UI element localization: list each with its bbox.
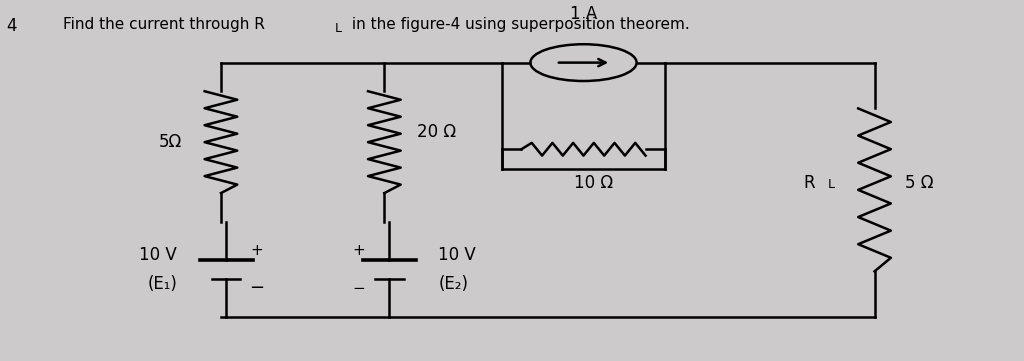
Text: L: L	[827, 178, 835, 191]
Text: R: R	[804, 174, 815, 192]
Text: 10 Ω: 10 Ω	[574, 174, 613, 192]
Text: +: +	[250, 243, 263, 258]
Text: −: −	[249, 279, 264, 297]
Text: +: +	[352, 243, 366, 258]
Text: L: L	[334, 22, 341, 35]
Text: 5Ω: 5Ω	[159, 133, 182, 151]
Text: −: −	[352, 281, 366, 296]
Text: 1 A: 1 A	[570, 5, 597, 23]
Text: 10 V: 10 V	[438, 246, 476, 264]
Text: 20 Ω: 20 Ω	[417, 123, 456, 140]
Text: (E₂): (E₂)	[438, 275, 468, 293]
Text: in the figure-4 using superposition theorem.: in the figure-4 using superposition theo…	[346, 17, 689, 32]
Text: 5 Ω: 5 Ω	[905, 174, 934, 192]
Text: (E₁): (E₁)	[147, 275, 177, 293]
Text: Find the current through R: Find the current through R	[62, 17, 264, 32]
Text: 4: 4	[6, 17, 17, 35]
Text: 10 V: 10 V	[139, 246, 177, 264]
